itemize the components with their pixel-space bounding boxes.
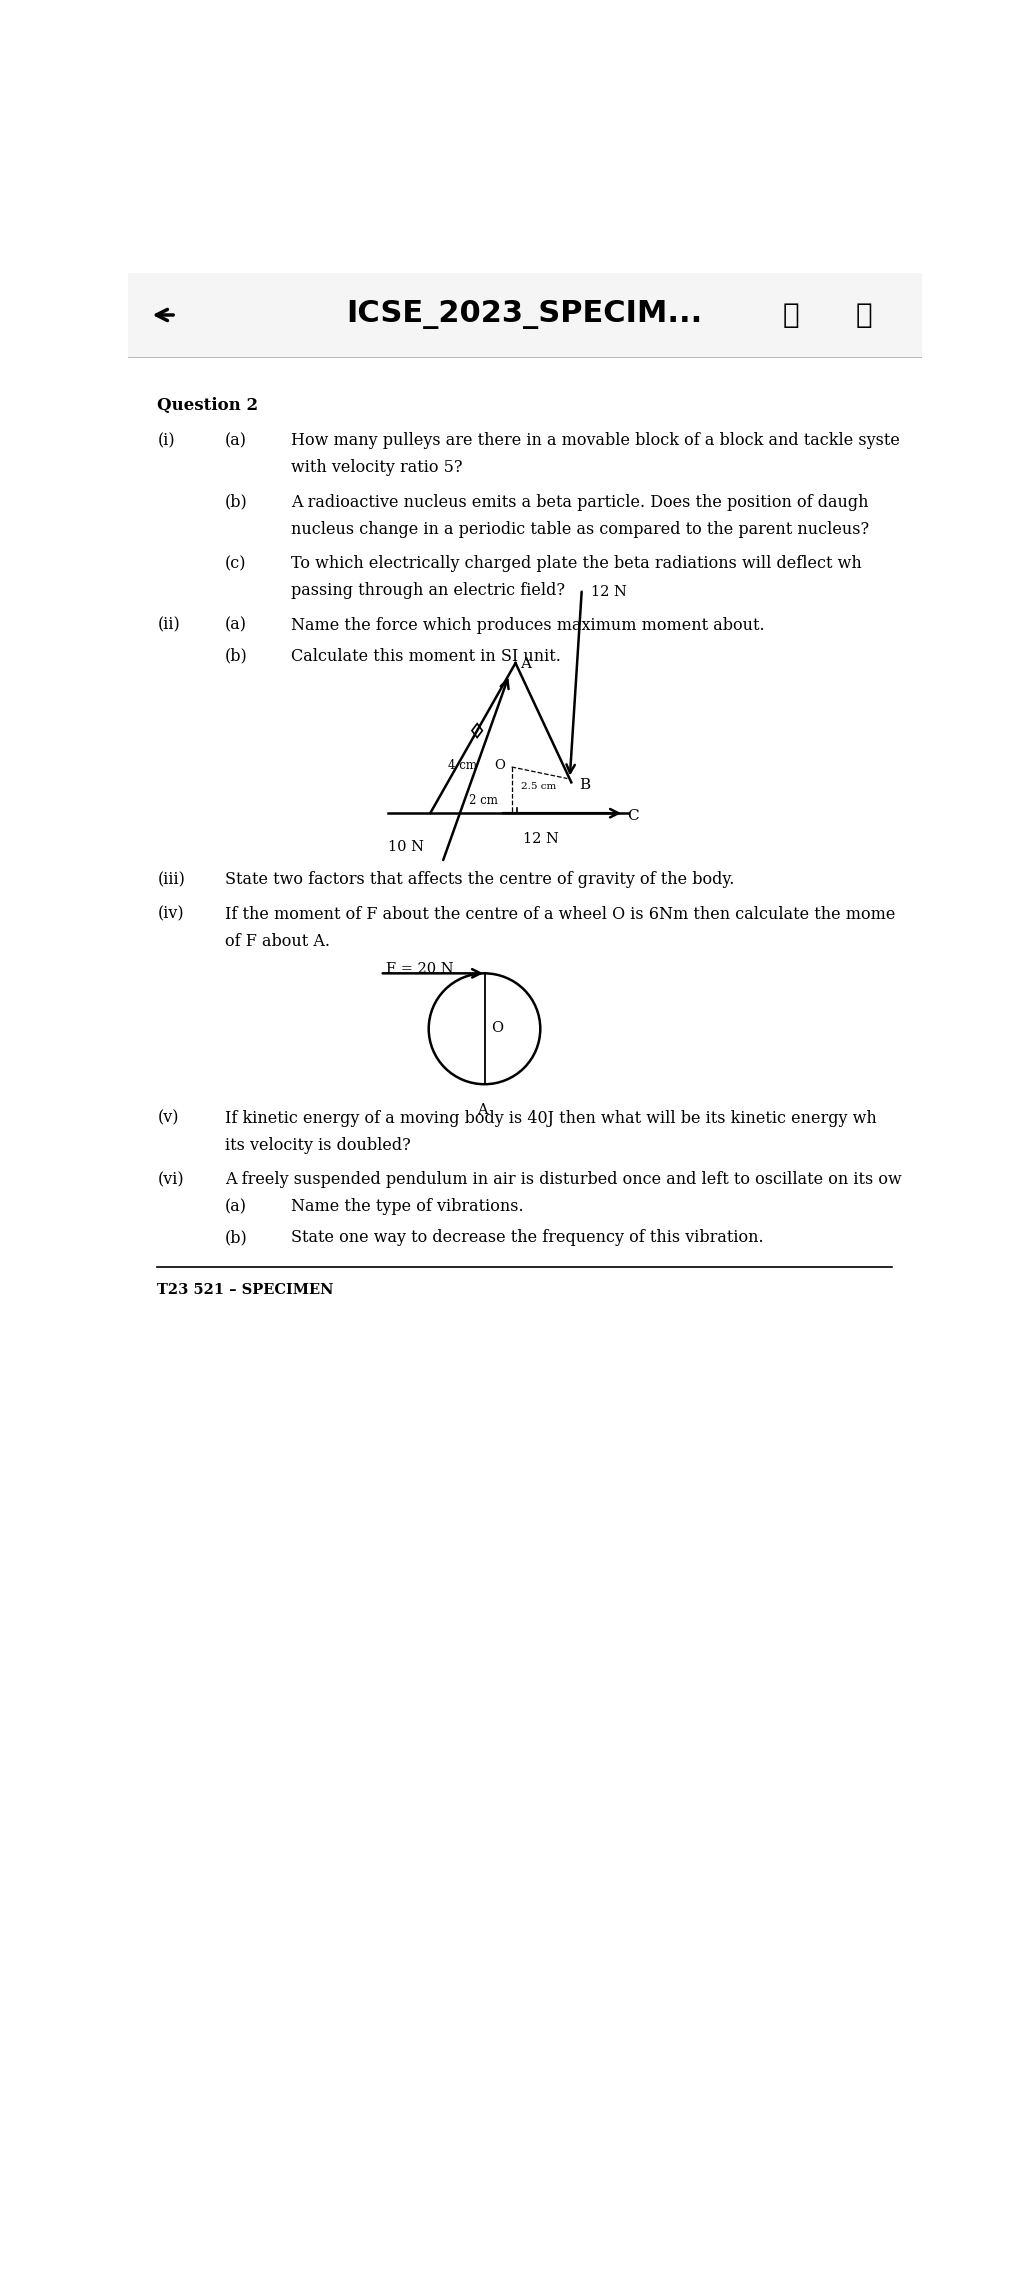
Text: (b): (b) [225, 493, 248, 511]
Text: Name the force which produces maximum moment about.: Name the force which produces maximum mo… [291, 616, 764, 634]
Text: Question 2: Question 2 [158, 398, 259, 414]
Text: its velocity is doubled?: its velocity is doubled? [225, 1136, 411, 1154]
Text: (ii): (ii) [158, 616, 180, 634]
Text: (i): (i) [158, 432, 175, 450]
Text: State one way to decrease the frequency of this vibration.: State one way to decrease the frequency … [291, 1229, 763, 1245]
Text: (a): (a) [225, 432, 247, 450]
Text: of F about A.: of F about A. [225, 932, 330, 950]
Text: (iv): (iv) [158, 907, 184, 922]
Text: 10 N: 10 N [388, 841, 424, 854]
Text: Name the type of vibrations.: Name the type of vibrations. [291, 1197, 523, 1216]
Text: F = 20 N: F = 20 N [386, 961, 454, 975]
Text: (v): (v) [158, 1109, 179, 1127]
Text: 12 N: 12 N [523, 832, 559, 847]
Text: To which electrically charged plate the beta radiations will deflect wh: To which electrically charged plate the … [291, 554, 861, 573]
Text: (vi): (vi) [158, 1172, 184, 1188]
Text: 4 cm: 4 cm [449, 759, 477, 772]
Text: passing through an electric field?: passing through an electric field? [291, 582, 565, 600]
Text: (c): (c) [225, 554, 247, 573]
Text: T23 521 – SPECIMEN: T23 521 – SPECIMEN [158, 1284, 334, 1297]
Text: 2.5 cm: 2.5 cm [521, 782, 556, 791]
Text: State two factors that affects the centre of gravity of the body.: State two factors that affects the centr… [225, 870, 734, 888]
Text: How many pulleys are there in a movable block of a block and tackle syste: How many pulleys are there in a movable … [291, 432, 900, 450]
Text: 12 N: 12 N [591, 586, 627, 600]
Text: ⤪: ⤪ [856, 300, 872, 329]
Text: 2 cm: 2 cm [469, 793, 498, 807]
Text: O: O [495, 759, 506, 772]
Text: O: O [492, 1020, 504, 1036]
Text: If kinetic energy of a moving body is 40J then what will be its kinetic energy w: If kinetic energy of a moving body is 40… [225, 1109, 877, 1127]
Text: ICSE_2023_SPECIM...: ICSE_2023_SPECIM... [347, 300, 702, 329]
Text: ⧉: ⧉ [782, 300, 799, 329]
Text: A radioactive nucleus emits a beta particle. Does the position of daugh: A radioactive nucleus emits a beta parti… [291, 493, 868, 511]
Text: B: B [579, 777, 590, 791]
Text: C: C [627, 809, 639, 822]
Text: Calculate this moment in SI unit.: Calculate this moment in SI unit. [291, 648, 560, 666]
Text: (b): (b) [225, 1229, 248, 1245]
Text: nucleus change in a periodic table as compared to the parent nucleus?: nucleus change in a periodic table as co… [291, 520, 869, 538]
Text: (a): (a) [225, 616, 247, 634]
Text: (a): (a) [225, 1197, 247, 1216]
Text: A freely suspended pendulum in air is disturbed once and left to oscillate on it: A freely suspended pendulum in air is di… [225, 1172, 901, 1188]
Text: A: A [477, 1104, 487, 1118]
Text: If the moment of F about the centre of a wheel O is 6Nm then calculate the mome: If the moment of F about the centre of a… [225, 907, 895, 922]
Text: A: A [520, 657, 531, 670]
Text: (b): (b) [225, 648, 248, 666]
Text: (iii): (iii) [158, 870, 185, 888]
Text: with velocity ratio 5?: with velocity ratio 5? [291, 459, 462, 475]
Bar [128, 273, 922, 357]
